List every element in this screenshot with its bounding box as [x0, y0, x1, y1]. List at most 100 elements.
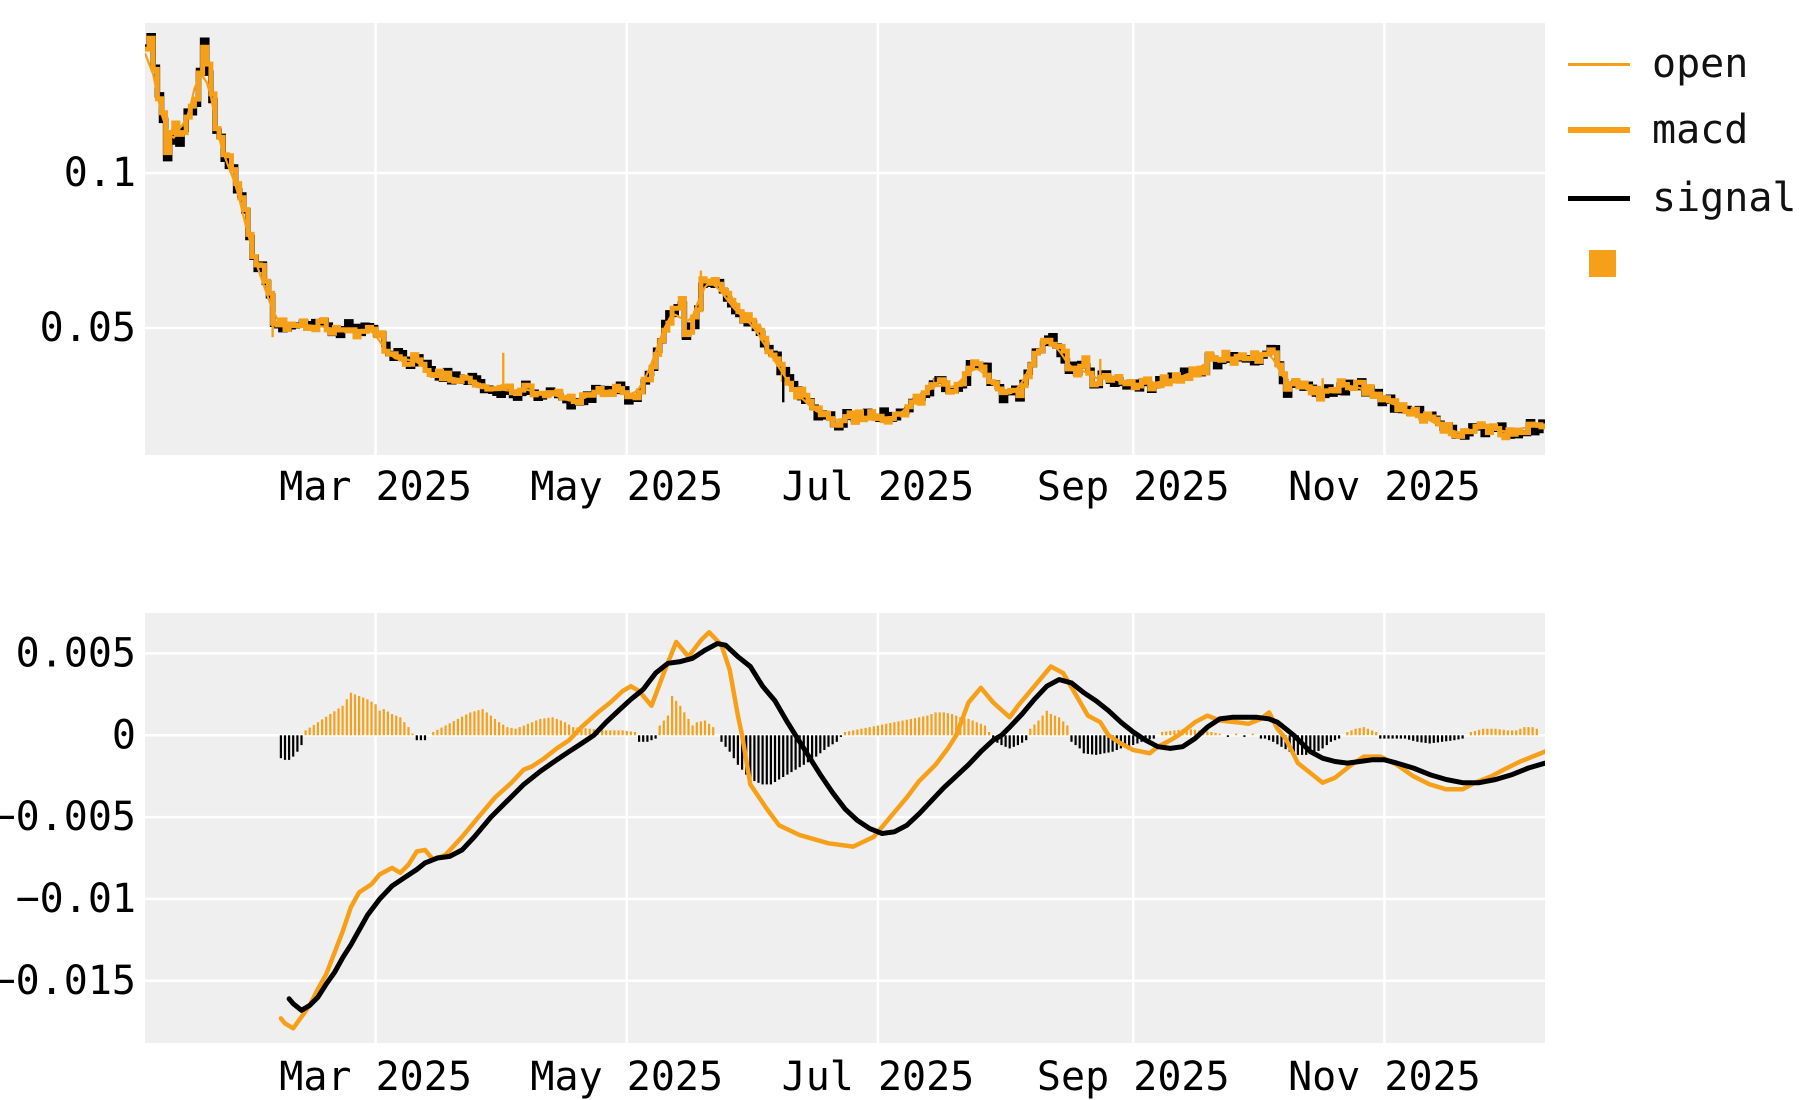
histogram-bar-negative	[1128, 735, 1131, 747]
histogram-bar-negative	[1296, 735, 1299, 755]
histogram-bar-positive	[852, 730, 855, 736]
histogram-bar-negative	[415, 735, 418, 741]
histogram-bar-positive	[971, 720, 974, 736]
histogram-bar-positive	[1218, 733, 1221, 736]
histogram-bar-positive	[1193, 729, 1197, 736]
histogram-bar-positive	[337, 708, 340, 736]
histogram-bar-positive	[876, 725, 879, 736]
histogram-bar-negative	[1449, 735, 1452, 741]
histogram-bar-positive	[1490, 728, 1493, 736]
histogram-bar-positive	[691, 725, 694, 736]
x-tick-label: Nov 2025	[1288, 1054, 1481, 1100]
x-tick-label: May 2025	[530, 464, 723, 510]
histogram-bar-negative	[811, 735, 814, 760]
histogram-bar-negative	[1428, 735, 1431, 744]
histogram-bar-positive	[1251, 733, 1254, 736]
histogram-bar-positive	[1053, 715, 1057, 736]
histogram-bar-positive	[1354, 728, 1357, 736]
histogram-bar-negative	[786, 735, 789, 775]
histogram-bar-negative	[638, 735, 641, 742]
histogram-bar-positive	[465, 714, 468, 736]
price-panel-plot-area	[145, 33, 1545, 441]
histogram-bar-negative	[823, 735, 826, 750]
histogram-bar-positive	[675, 700, 678, 736]
histogram-bar-positive	[617, 730, 620, 736]
histogram-bar-negative	[1086, 735, 1089, 754]
histogram-bar-positive	[934, 712, 937, 736]
histogram-bar-positive	[901, 720, 904, 736]
histogram-bar-negative	[794, 735, 797, 770]
histogram-bar-positive	[514, 728, 517, 736]
histogram-bar-positive	[695, 722, 698, 736]
histogram-bar-positive	[312, 724, 315, 736]
histogram-bar-positive	[1235, 733, 1238, 736]
x-tick-label: Jul 2025	[782, 464, 975, 510]
histogram-bar-positive	[988, 732, 991, 736]
histogram-bar-positive	[666, 715, 669, 736]
histogram-bar-positive	[432, 732, 435, 736]
histogram-bar-negative	[1453, 735, 1456, 741]
histogram-bar-positive	[386, 711, 389, 736]
histogram-bar-negative	[1420, 735, 1423, 743]
histogram-bar-positive	[625, 730, 628, 736]
histogram-bar-positive	[522, 725, 525, 736]
histogram-bar-positive	[407, 727, 410, 736]
histogram-bar-positive	[1161, 732, 1164, 736]
histogram-bar-positive	[1169, 730, 1172, 736]
histogram-bar-negative	[650, 735, 653, 741]
histogram-bar-negative	[1243, 735, 1246, 737]
histogram-bar-positive	[378, 710, 381, 736]
histogram-bar-positive	[580, 727, 583, 736]
histogram-bar-positive	[621, 730, 624, 736]
histogram-bar-negative	[1070, 735, 1073, 742]
histogram-bar-negative	[778, 735, 781, 780]
histogram-bar-negative	[1004, 735, 1007, 747]
legend-entry-signal: signal	[1568, 178, 1797, 218]
histogram-bar-negative	[283, 735, 287, 760]
histogram-bar-negative	[736, 735, 739, 765]
histogram-bar-positive	[1058, 717, 1061, 736]
open-line-swatch	[1568, 62, 1630, 66]
histogram-bar-positive	[543, 718, 546, 736]
histogram-bar-negative	[1226, 735, 1229, 737]
histogram-bar-positive	[469, 712, 472, 736]
histogram-bar-negative	[1325, 735, 1328, 746]
histogram-bar-negative	[642, 735, 645, 742]
histogram-bar-negative	[288, 735, 291, 760]
histogram-bar-negative	[749, 735, 752, 778]
histogram-bar-positive	[938, 712, 941, 736]
signal-line	[286, 641, 1545, 1013]
histogram-bar-negative	[773, 735, 777, 782]
histogram-bar-negative	[1095, 735, 1098, 755]
histogram-bar-negative	[1403, 735, 1407, 739]
histogram-bar-negative	[1021, 735, 1024, 743]
histogram-bar-positive	[485, 712, 488, 736]
histogram-bar-negative	[419, 735, 422, 741]
histogram-bar-positive	[930, 714, 933, 736]
histogram-bar-negative	[1136, 735, 1139, 744]
histogram-bar-positive	[477, 710, 480, 736]
histogram-bar-negative	[1008, 735, 1011, 749]
histogram-bar-negative	[757, 735, 760, 783]
histogram-bar-positive	[1362, 727, 1365, 736]
histogram-bar-positive	[358, 696, 361, 736]
histogram-bar-positive	[333, 711, 336, 736]
macd-panel-gridlines	[145, 613, 1545, 1043]
y-tick-label: 0	[112, 712, 136, 758]
histogram-bar-positive	[559, 720, 562, 736]
histogram-bar-positive	[481, 709, 484, 736]
x-tick-label: Jul 2025	[782, 1054, 975, 1100]
histogram-bar-positive	[473, 711, 476, 736]
histogram-bar-positive	[1206, 731, 1209, 736]
histogram-bar-negative	[1082, 735, 1085, 754]
y-tick-label: −0.015	[0, 958, 136, 1004]
histogram-bar-positive	[572, 727, 575, 736]
histogram-bar-positive	[349, 692, 352, 736]
histogram-bar-positive	[1346, 732, 1349, 736]
histogram-bar-positive	[864, 727, 867, 736]
histogram-bar-positive	[601, 730, 604, 736]
histogram-bar-positive	[975, 722, 978, 736]
histogram-bar-positive	[502, 724, 505, 736]
histogram-bar-positive	[366, 699, 369, 736]
